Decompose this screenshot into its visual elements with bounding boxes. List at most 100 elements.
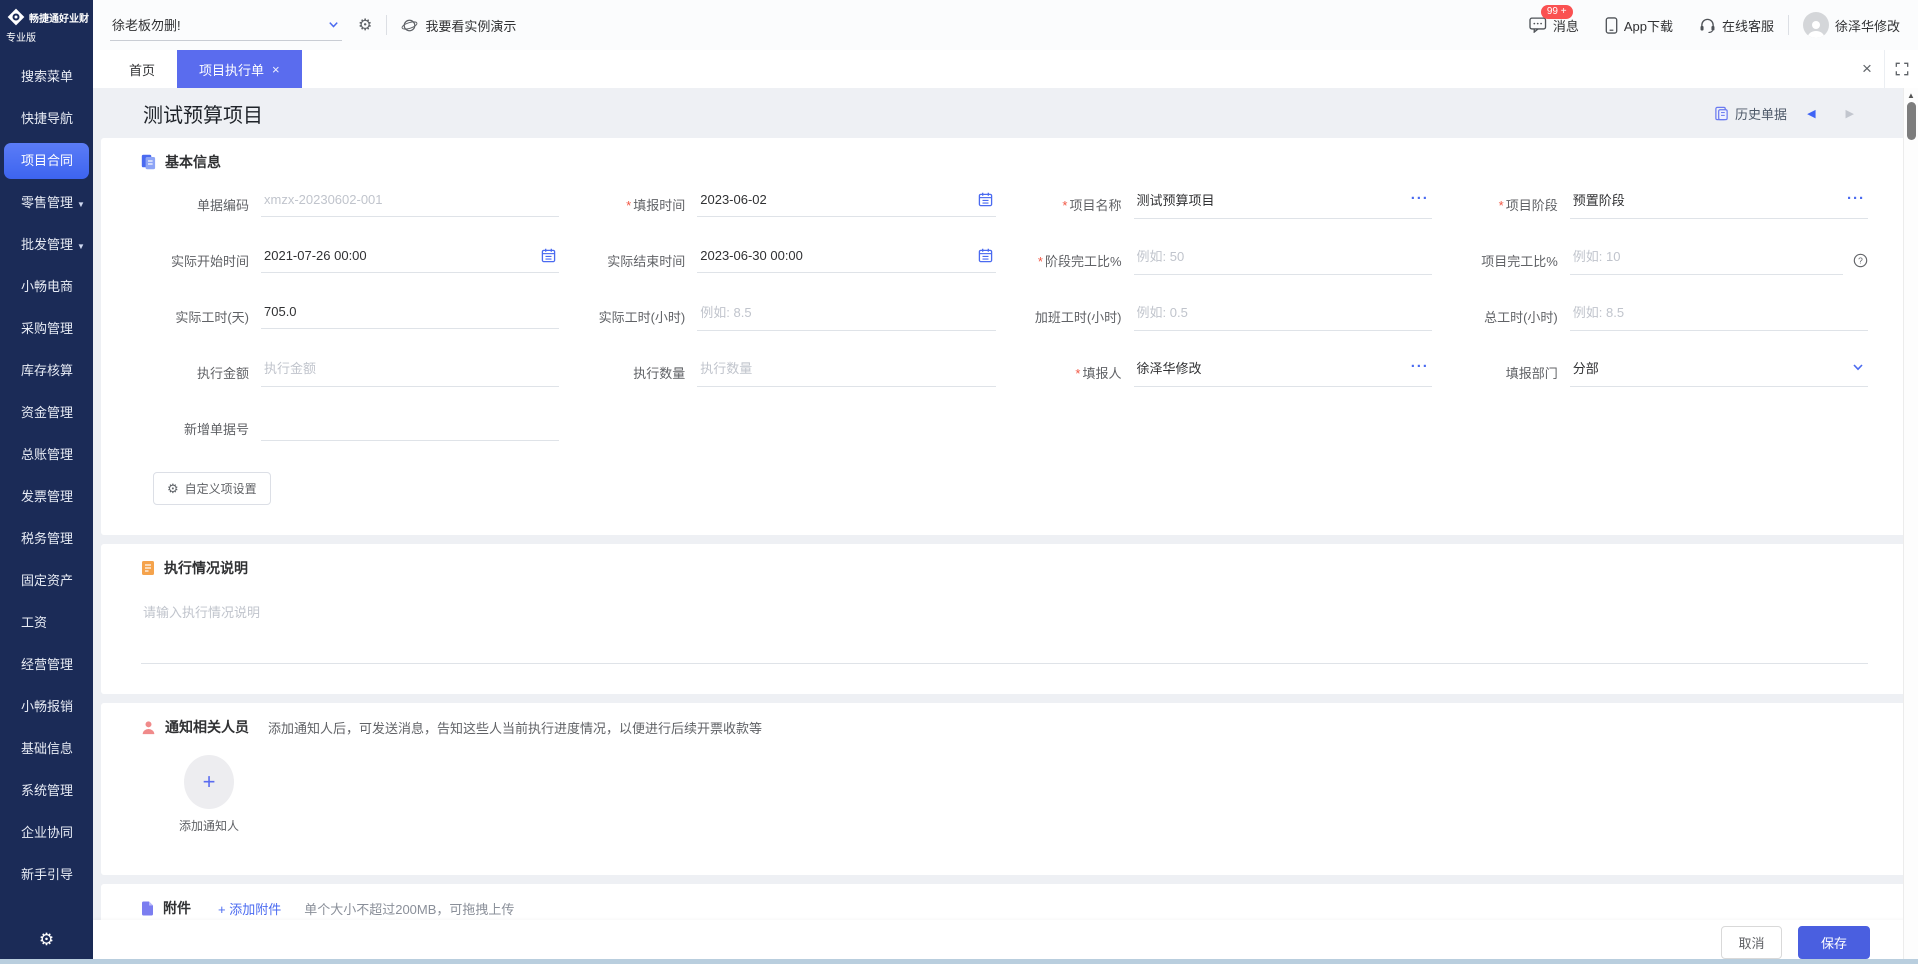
vertical-scrollbar[interactable]: ▲ bbox=[1903, 88, 1918, 959]
field-placeholder: 执行数量 bbox=[700, 360, 753, 376]
field-input[interactable]: 705.0 bbox=[261, 304, 560, 329]
page-head: 测试预算项目 历史单据 ◀ ▶ bbox=[93, 88, 1918, 138]
basic-info-card: 基本信息 单据编码 xmzx-20230602-001 * 填报时间 2023-06-0… bbox=[101, 138, 1908, 535]
add-attachment-link[interactable]: + 添加附件 bbox=[218, 901, 282, 917]
calendar-icon[interactable] bbox=[978, 192, 993, 207]
topbar: 徐老板勿删! ⚙ 我要看实例演示 消息 99 + bbox=[93, 0, 1918, 50]
next-record-arrow[interactable]: ▶ bbox=[1845, 107, 1854, 120]
calendar-icon[interactable] bbox=[978, 248, 993, 263]
field-input[interactable]: 2023-06-02 bbox=[697, 192, 996, 217]
field-input[interactable]: 例如: 8.5 bbox=[697, 302, 996, 331]
calendar-icon[interactable] bbox=[541, 248, 556, 263]
close-icon[interactable]: × bbox=[1862, 59, 1872, 78]
scrollbar-thumb[interactable] bbox=[1906, 102, 1916, 140]
content-scroll-area[interactable]: 基本信息 单据编码 xmzx-20230602-001 * 填报时间 2023-06-0… bbox=[93, 138, 1918, 920]
sidebar-item-固定资产[interactable]: 固定资产 bbox=[21, 573, 74, 588]
fullscreen-icon[interactable] bbox=[1884, 50, 1918, 88]
form-field-填报时间: * 填报时间 2023-06-02 bbox=[589, 188, 996, 220]
avatar bbox=[1802, 12, 1829, 38]
field-input[interactable]: 预置阶段 ··· bbox=[1569, 190, 1868, 219]
phone-icon bbox=[1605, 16, 1618, 34]
sidebar-item-库存核算[interactable]: 库存核算 bbox=[21, 363, 74, 378]
field-input[interactable] bbox=[261, 416, 560, 441]
org-selector[interactable]: 徐老板勿删! bbox=[110, 9, 342, 41]
messages-label: 消息 bbox=[1552, 18, 1579, 34]
sidebar-item-项目合同[interactable]: 项目合同 bbox=[4, 143, 89, 179]
field-input[interactable]: xmzx-20230602-001 bbox=[261, 192, 560, 217]
save-button[interactable]: 保存 bbox=[1798, 925, 1870, 959]
sidebar-item-总账管理[interactable]: 总账管理 bbox=[21, 447, 74, 462]
sidebar-item-工资[interactable]: 工资 bbox=[21, 615, 48, 630]
form-field-实际工时(天): 实际工时(天) 705.0 bbox=[153, 300, 560, 332]
messages-button[interactable]: 消息 99 + bbox=[1529, 4, 1579, 35]
field-input[interactable]: 例如: 50 bbox=[1133, 246, 1432, 275]
field-placeholder: 例如: 8.5 bbox=[1572, 304, 1625, 320]
help-icon[interactable]: ? bbox=[1853, 253, 1868, 268]
field-input[interactable]: 2023-06-30 00:00 bbox=[697, 248, 996, 273]
tab-首页[interactable]: 首页 bbox=[107, 50, 177, 88]
user-menu[interactable]: 徐泽华修改 bbox=[1802, 12, 1900, 38]
field-label: 执行金额 bbox=[196, 365, 249, 381]
sidebar-item-快捷导航[interactable]: 快捷导航 bbox=[21, 111, 74, 126]
field-label: * 填报人 bbox=[1075, 365, 1122, 381]
brand-edition: 专业版 bbox=[6, 33, 36, 44]
tab-项目执行单[interactable]: 项目执行单 × bbox=[177, 50, 302, 88]
sidebar: 畅捷通好业财 专业版 搜索菜单 快捷导航 项目合同 零售管理 ▼ 批发管理 ▼ 小畅电商 采购管… bbox=[0, 0, 93, 964]
required-asterisk: * bbox=[1062, 197, 1068, 213]
sidebar-item-新手引导[interactable]: 新手引导 bbox=[21, 867, 74, 882]
sidebar-item-经营管理[interactable]: 经营管理 bbox=[21, 657, 74, 672]
field-placeholder: 执行金额 bbox=[264, 360, 317, 376]
notify-person-icon bbox=[141, 720, 156, 735]
sidebar-item-搜索菜单[interactable]: 搜索菜单 bbox=[21, 69, 74, 84]
custom-fields-button[interactable]: ⚙ 自定义项设置 bbox=[153, 472, 271, 505]
settings-gear-icon[interactable]: ⚙ bbox=[358, 17, 373, 34]
attachment-hint: 单个大小不超过200MB，可拖拽上传 bbox=[304, 901, 515, 917]
chevron-down-icon[interactable] bbox=[1851, 360, 1865, 374]
execution-note-input[interactable]: 请输入执行情况说明 bbox=[143, 605, 261, 620]
scrollbar-up-arrow[interactable]: ▲ bbox=[1907, 91, 1915, 100]
sidebar-item-企业协同[interactable]: 企业协同 bbox=[21, 825, 74, 840]
field-input[interactable]: 执行金额 bbox=[261, 358, 560, 387]
sidebar-item-税务管理[interactable]: 税务管理 bbox=[21, 531, 74, 546]
demo-link[interactable]: 我要看实例演示 bbox=[401, 16, 516, 35]
app-download-button[interactable]: App下载 bbox=[1605, 16, 1673, 35]
field-input[interactable]: 测试预算项目 ··· bbox=[1133, 190, 1432, 219]
online-service-button[interactable]: 在线客服 bbox=[1699, 16, 1774, 35]
gear-icon: ⚙ bbox=[167, 480, 179, 496]
execution-note-card: 执行情况说明 请输入执行情况说明 bbox=[101, 544, 1908, 694]
field-input[interactable]: 例如: 0.5 bbox=[1133, 302, 1432, 331]
messages-badge: 99 + bbox=[1540, 4, 1573, 19]
form-field-执行金额: 执行金额 执行金额 bbox=[153, 356, 560, 388]
sidebar-item-小畅电商[interactable]: 小畅电商 bbox=[21, 279, 74, 294]
field-input[interactable]: 分部 bbox=[1569, 358, 1868, 387]
sidebar-item-零售管理[interactable]: 零售管理 ▼ bbox=[21, 195, 85, 210]
sidebar-item-批发管理[interactable]: 批发管理 ▼ bbox=[21, 237, 85, 252]
form-field-执行数量: 执行数量 执行数量 bbox=[589, 356, 996, 388]
more-icon[interactable]: ··· bbox=[1847, 190, 1865, 207]
field-input[interactable]: 2021-07-26 00:00 bbox=[261, 248, 560, 273]
add-notify-person-button[interactable]: + 添加通知人 bbox=[179, 755, 239, 834]
cancel-button[interactable]: 取消 bbox=[1721, 925, 1782, 959]
more-icon[interactable]: ··· bbox=[1410, 190, 1429, 207]
field-input[interactable]: 徐泽华修改 ··· bbox=[1133, 358, 1432, 387]
field-input[interactable]: 例如: 10 bbox=[1569, 246, 1843, 275]
form-field-项目完工比%: 项目完工比% 例如: 10? bbox=[1462, 244, 1868, 276]
more-icon[interactable]: ··· bbox=[1410, 358, 1429, 375]
sidebar-item-小畅报销[interactable]: 小畅报销 bbox=[21, 699, 74, 714]
field-input[interactable]: 例如: 8.5 bbox=[1569, 302, 1868, 331]
sidebar-item-资金管理[interactable]: 资金管理 bbox=[21, 405, 74, 420]
sidebar-settings-gear-icon[interactable]: ⚙ bbox=[38, 930, 55, 949]
sidebar-item-系统管理[interactable]: 系统管理 bbox=[21, 783, 74, 798]
prev-record-arrow[interactable]: ◀ bbox=[1807, 107, 1816, 120]
sidebar-item-发票管理[interactable]: 发票管理 bbox=[21, 489, 74, 504]
form-field-阶段完工比%: * 阶段完工比% 例如: 50 bbox=[1026, 244, 1432, 276]
footer-bar: 取消 保存 bbox=[93, 920, 1918, 964]
history-documents-button[interactable]: 历史单据 bbox=[1714, 104, 1787, 123]
sidebar-item-采购管理[interactable]: 采购管理 bbox=[21, 321, 74, 336]
field-label: 项目完工比% bbox=[1481, 253, 1558, 269]
tab-close-icon[interactable]: × bbox=[272, 61, 280, 77]
field-label: 加班工时(小时) bbox=[1034, 309, 1122, 325]
field-input[interactable]: 执行数量 bbox=[697, 358, 996, 387]
sidebar-item-基础信息[interactable]: 基础信息 bbox=[21, 741, 74, 756]
